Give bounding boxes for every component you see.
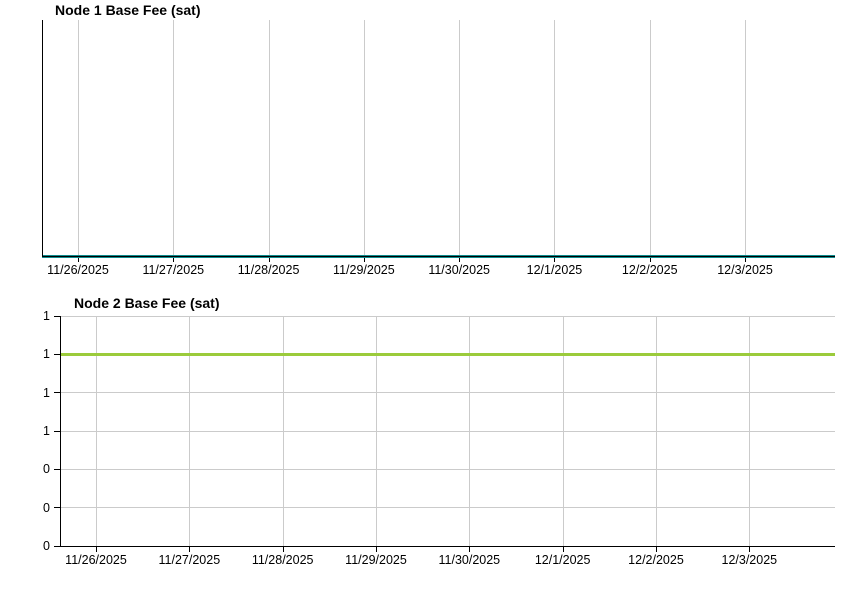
x-tickmark xyxy=(554,256,556,262)
x-tick-label: 11/26/2025 xyxy=(47,263,109,277)
v-gridline xyxy=(173,20,175,256)
y-tickmark xyxy=(54,315,60,317)
x-axis xyxy=(60,546,835,547)
x-tickmark xyxy=(96,546,97,552)
x-tick-label: 11/30/2025 xyxy=(438,553,501,567)
y-tick-label: 1 xyxy=(43,347,50,362)
v-gridline xyxy=(78,20,79,256)
x-tickmark xyxy=(268,256,270,262)
x-tickmark xyxy=(749,546,751,552)
x-tick-label: 11/29/2025 xyxy=(333,263,395,277)
x-tick-label: 12/2/2025 xyxy=(621,263,678,277)
v-gridline xyxy=(282,316,284,546)
x-tickmark xyxy=(173,256,175,262)
v-gridline xyxy=(745,20,747,256)
y-tickmark xyxy=(54,545,60,547)
node2-chart-title: Node 2 Base Fee (sat) xyxy=(74,295,220,311)
v-gridline xyxy=(268,20,270,256)
x-tick-label: 12/2/2025 xyxy=(628,553,684,567)
x-tick-label: 11/27/2025 xyxy=(142,263,205,277)
x-tickmark xyxy=(562,546,564,552)
v-gridline xyxy=(649,20,651,256)
v-gridline xyxy=(655,316,657,546)
y-tick-label: 1 xyxy=(43,309,50,323)
x-tick-label: 11/30/2025 xyxy=(428,263,490,277)
y-tickmark xyxy=(54,392,60,394)
x-tickmark xyxy=(655,546,657,552)
x-tick-label: 11/28/2025 xyxy=(237,263,300,277)
y-axis xyxy=(60,316,61,546)
x-tick-label: 12/1/2025 xyxy=(534,553,591,567)
v-gridline xyxy=(375,316,377,546)
y-tick-label: 1 xyxy=(43,424,50,438)
v-gridline xyxy=(459,20,461,256)
v-gridline xyxy=(363,20,365,256)
y-tick-label: 0 xyxy=(43,462,50,477)
v-gridline xyxy=(96,316,97,546)
x-tick-label: 11/27/2025 xyxy=(158,553,221,567)
y-tickmark xyxy=(54,468,60,470)
y-tickmark xyxy=(54,430,60,432)
series-line-node2 xyxy=(60,352,835,356)
x-tick-label: 11/26/2025 xyxy=(65,553,127,567)
x-tickmark xyxy=(189,546,191,552)
x-axis xyxy=(42,256,835,257)
y-tick-label: 1 xyxy=(43,385,50,400)
x-tick-label: 12/3/2025 xyxy=(717,263,773,277)
x-tickmark xyxy=(363,256,365,262)
x-tickmark xyxy=(649,256,651,262)
v-gridline xyxy=(562,316,564,546)
v-gridline xyxy=(469,316,471,546)
v-gridline xyxy=(189,316,191,546)
x-tick-label: 11/28/2025 xyxy=(251,553,314,567)
h-gridline xyxy=(60,392,835,394)
x-tick-label: 12/3/2025 xyxy=(721,553,778,567)
y-axis xyxy=(42,20,43,256)
x-tickmark xyxy=(78,256,79,262)
h-gridline xyxy=(60,468,835,470)
y-tickmark xyxy=(54,507,60,509)
v-gridline xyxy=(554,20,556,256)
x-tickmark xyxy=(375,546,377,552)
x-tick-label: 11/29/2025 xyxy=(345,553,407,567)
h-gridline xyxy=(60,315,835,317)
node1-chart-title: Node 1 Base Fee (sat) xyxy=(55,2,201,18)
y-tick-label: 0 xyxy=(43,500,50,515)
x-tickmark xyxy=(469,546,471,552)
v-gridline xyxy=(749,316,751,546)
x-tickmark xyxy=(745,256,747,262)
x-tickmark xyxy=(459,256,461,262)
h-gridline xyxy=(60,430,835,432)
y-tick-label: 0 xyxy=(43,539,50,553)
x-tickmark xyxy=(282,546,284,552)
x-tick-label: 12/1/2025 xyxy=(526,263,583,277)
y-tickmark xyxy=(54,353,60,355)
h-gridline xyxy=(60,507,835,509)
